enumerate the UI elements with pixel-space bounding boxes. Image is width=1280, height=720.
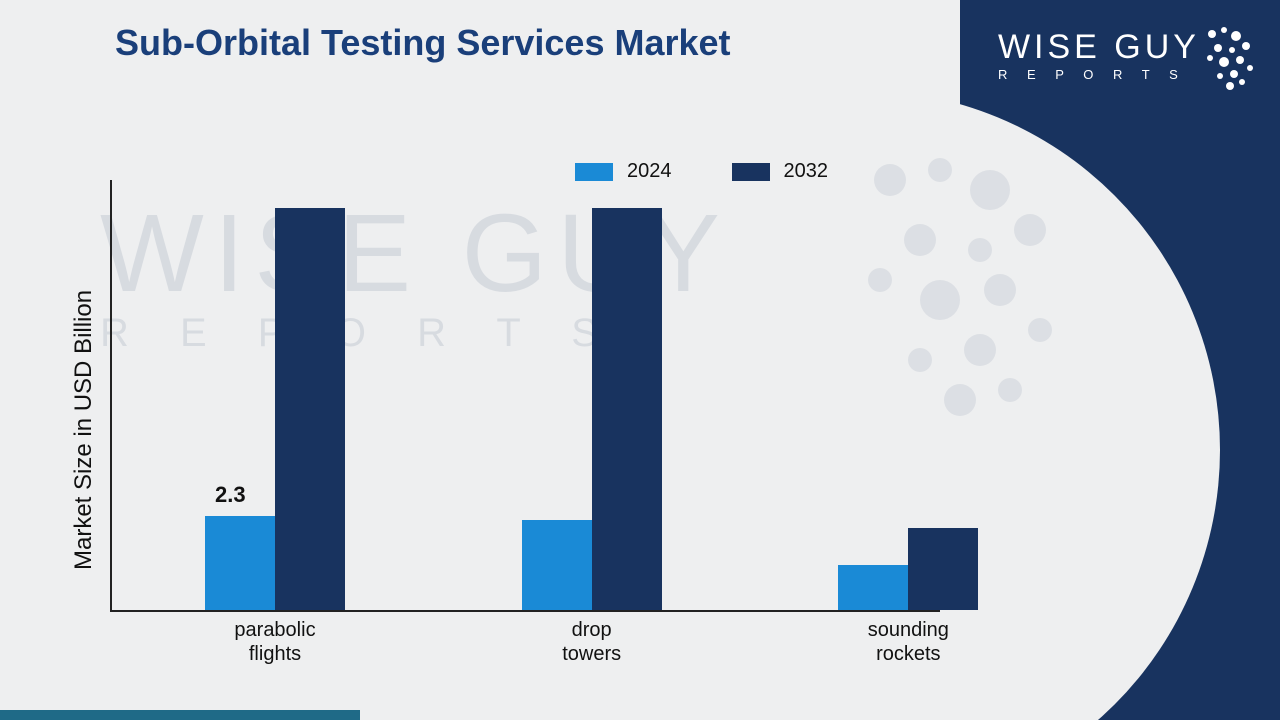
logo-dots-icon	[1202, 24, 1262, 94]
category-label: parabolicflights	[185, 618, 365, 666]
bar-2032	[592, 208, 662, 610]
category-label-line1: parabolic	[185, 618, 365, 642]
chart-legend: 2024 2032	[575, 160, 828, 183]
legend-swatch	[575, 163, 613, 181]
legend-label: 2024	[627, 160, 672, 183]
y-axis-label: Market Size in USD Billion	[70, 290, 98, 570]
page-title: Sub-Orbital Testing Services Market	[115, 22, 731, 64]
category-label-line2: flights	[185, 642, 365, 666]
chart-plot-area: 2.3	[110, 200, 940, 610]
y-axis	[110, 180, 112, 610]
legend-label: 2032	[784, 160, 829, 183]
footer-stripe	[0, 710, 360, 720]
logo-line-1: WISE GUY	[998, 28, 1200, 67]
bar-2024	[205, 516, 275, 610]
category-label-line1: sounding	[818, 618, 998, 642]
logo-line-2: R E P O R T S	[998, 67, 1200, 82]
legend-item-2032: 2032	[732, 160, 829, 183]
category-label: soundingrockets	[818, 618, 998, 666]
category-label-line1: drop	[502, 618, 682, 642]
category-label: droptowers	[502, 618, 682, 666]
category-label-line2: towers	[502, 642, 682, 666]
category-label-line2: rockets	[818, 642, 998, 666]
x-axis	[110, 610, 940, 612]
bar-2024	[522, 520, 592, 610]
bar-2032	[275, 208, 345, 610]
brand-logo: WISE GUYR E P O R T S	[998, 28, 1200, 82]
bar-2032	[908, 528, 978, 610]
bar-value-label: 2.3	[215, 482, 246, 508]
legend-item-2024: 2024	[575, 160, 672, 183]
bar-2024	[838, 565, 908, 610]
legend-swatch	[732, 163, 770, 181]
